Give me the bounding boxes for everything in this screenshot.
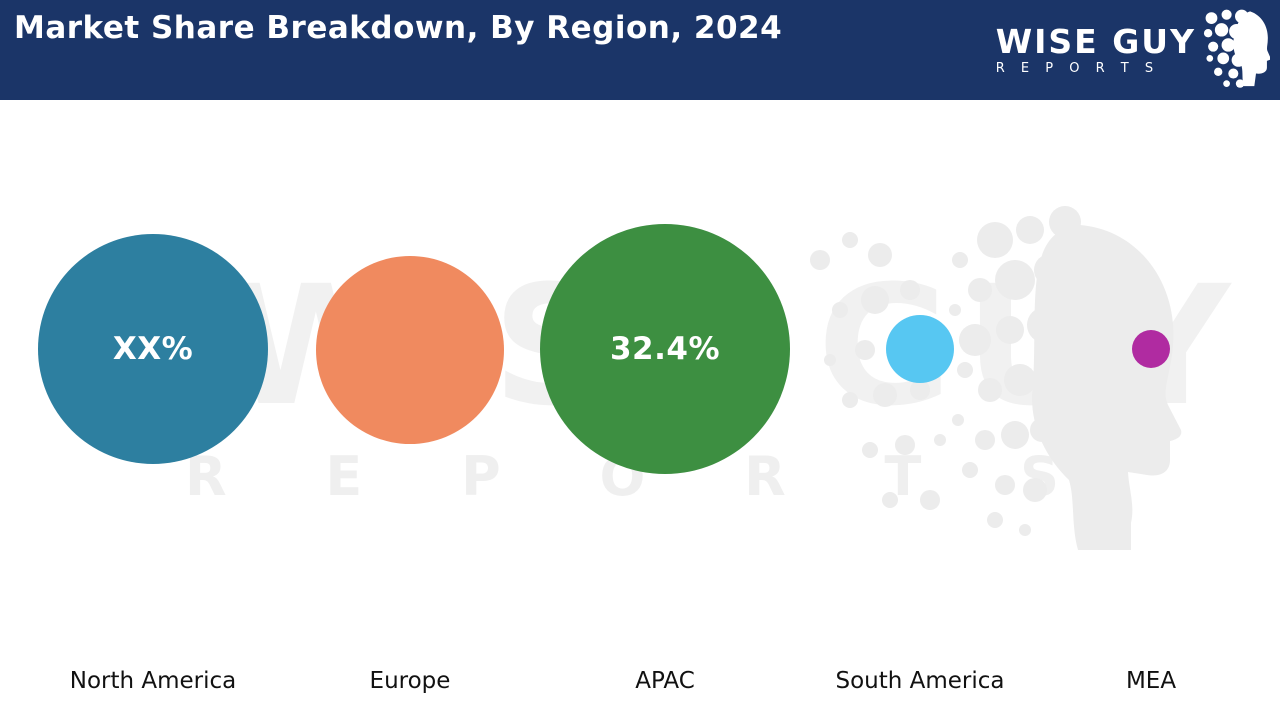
bubble-value-label: 32.4% [609,331,721,367]
bubble-europe[interactable] [316,256,504,444]
watermark-head-icon [810,206,1182,550]
logo-head-icon [1203,9,1270,88]
bubble-mea[interactable] [1132,330,1170,368]
category-label-apac: APAC [635,668,695,694]
logo-wordmark: WISE GUY [995,21,1196,61]
category-label-europe: Europe [369,668,451,694]
bubble-south-america[interactable] [886,315,954,383]
logo: WISE GUY R E P O R T S [996,8,1270,92]
logo-subtext: R E P O R T S [995,61,1160,77]
bubble-north-america[interactable]: XX% [38,234,268,464]
bubble-value-label: XX% [112,331,194,367]
category-label-north-america: North America [69,668,237,694]
bubble-apac[interactable]: 32.4% [540,224,790,474]
page-title: Market Share Breakdown, By Region, 2024 [14,10,783,46]
header: Market Share Breakdown, By Region, 2024 … [0,0,1280,100]
category-label-south-america: South America [835,668,1005,694]
logo-text: WISE GUY R E P O R T S [995,21,1196,77]
category-label-mea: MEA [1125,668,1177,694]
bubble-chart: WISE GUY R E P O R T S XX% [0,100,1280,720]
